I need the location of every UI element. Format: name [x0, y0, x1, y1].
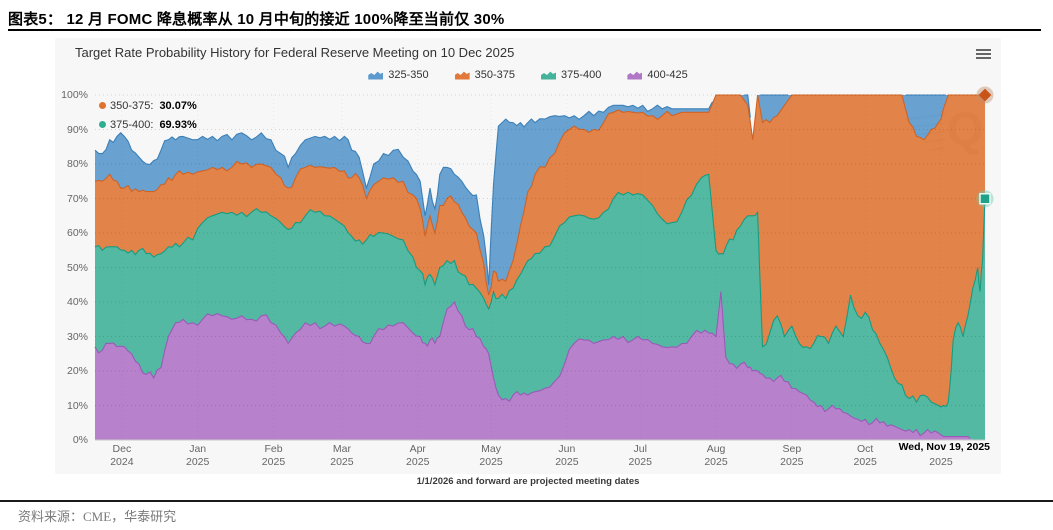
area-series-375-400[interactable]: [95, 174, 985, 441]
legend-swatch-icon: [627, 71, 643, 80]
data-source: 资料来源：CME，华泰研究: [18, 509, 177, 524]
x-tick-label: Feb 2025: [261, 443, 286, 468]
x-tick-label: Jan 2025: [186, 443, 210, 468]
y-tick-label: 20%: [66, 365, 88, 377]
x-tick-label: Apr 2025: [406, 443, 430, 468]
legend-label: 350-375: [474, 69, 515, 81]
x-tick-label: Aug 2025: [704, 443, 728, 468]
legend-item-375-400[interactable]: 375-400: [541, 69, 601, 81]
y-tick-label: 60%: [66, 227, 88, 239]
x-tick-label: Jun 2025: [555, 443, 579, 468]
legend-item-325-350[interactable]: 325-350: [368, 69, 429, 81]
y-tick-label: 10%: [66, 399, 88, 412]
title-underline: [8, 29, 1041, 31]
chart-legend: 325-350 350-375 375-400 400-425: [55, 69, 1001, 81]
x-tick-label: 2025: [929, 455, 953, 468]
page-title: 图表5： 12 月 FOMC 降息概率从 10 月中旬的接近 100%降至当前仅…: [8, 11, 505, 28]
area-series-400-425[interactable]: [95, 291, 985, 440]
y-tick-label: 0%: [72, 434, 88, 446]
y-tick-label: 90%: [66, 123, 88, 136]
stacked-area-chart[interactable]: [94, 86, 994, 441]
y-tick-label: 30%: [66, 330, 88, 343]
series-dot-orange: [99, 102, 106, 109]
tooltip-row: 350-375: 30.07%: [99, 96, 197, 115]
crosshair-date-label: Wed, Nov 19, 2025: [898, 441, 990, 453]
x-tick-label: Oct 2025: [853, 443, 877, 468]
legend-swatch-icon: [454, 71, 470, 80]
legend-label: 325-350: [388, 69, 429, 81]
legend-item-400-425[interactable]: 400-425: [627, 69, 688, 81]
tooltip-value: 30.07%: [159, 99, 197, 112]
x-tick-label: May 2025: [479, 443, 503, 468]
chart-title: Target Rate Probability History for Fede…: [75, 45, 515, 60]
y-tick-label: 80%: [66, 158, 88, 170]
projection-note: 1/1/2026 and forward are projected meeti…: [416, 476, 640, 487]
y-tick-label: 40%: [66, 296, 88, 308]
legend-label: 375-400: [561, 69, 602, 81]
x-tick-label: Sep 2025: [780, 443, 804, 468]
y-tick-label: 70%: [66, 192, 88, 205]
x-tick-label: Jul 2025: [628, 443, 652, 468]
x-tick-label: Mar 2025: [330, 443, 354, 468]
footer-rule: [0, 500, 1053, 502]
x-tick-label: Dec 2024: [110, 443, 134, 468]
series-dot-teal: [99, 121, 106, 128]
legend-label: 400-425: [647, 69, 688, 81]
tooltip-row: 375-400: 69.93%: [99, 115, 197, 134]
legend-item-350-375[interactable]: 350-375: [454, 69, 515, 81]
y-tick-label: 50%: [66, 261, 88, 274]
y-tick-label: 100%: [61, 89, 88, 101]
tooltip-label: 375-400:: [110, 118, 154, 131]
area-series-350-375[interactable]: [95, 95, 985, 407]
hamburger-menu-icon[interactable]: [976, 49, 991, 61]
area-series-325-350[interactable]: [95, 95, 985, 296]
tooltip-label: 350-375:: [110, 99, 154, 112]
tooltip-value: 69.93%: [159, 118, 197, 131]
hover-tooltip: 350-375: 30.07% 375-400: 69.93%: [99, 96, 197, 134]
legend-swatch-icon: [368, 71, 384, 80]
legend-swatch-icon: [541, 71, 556, 80]
